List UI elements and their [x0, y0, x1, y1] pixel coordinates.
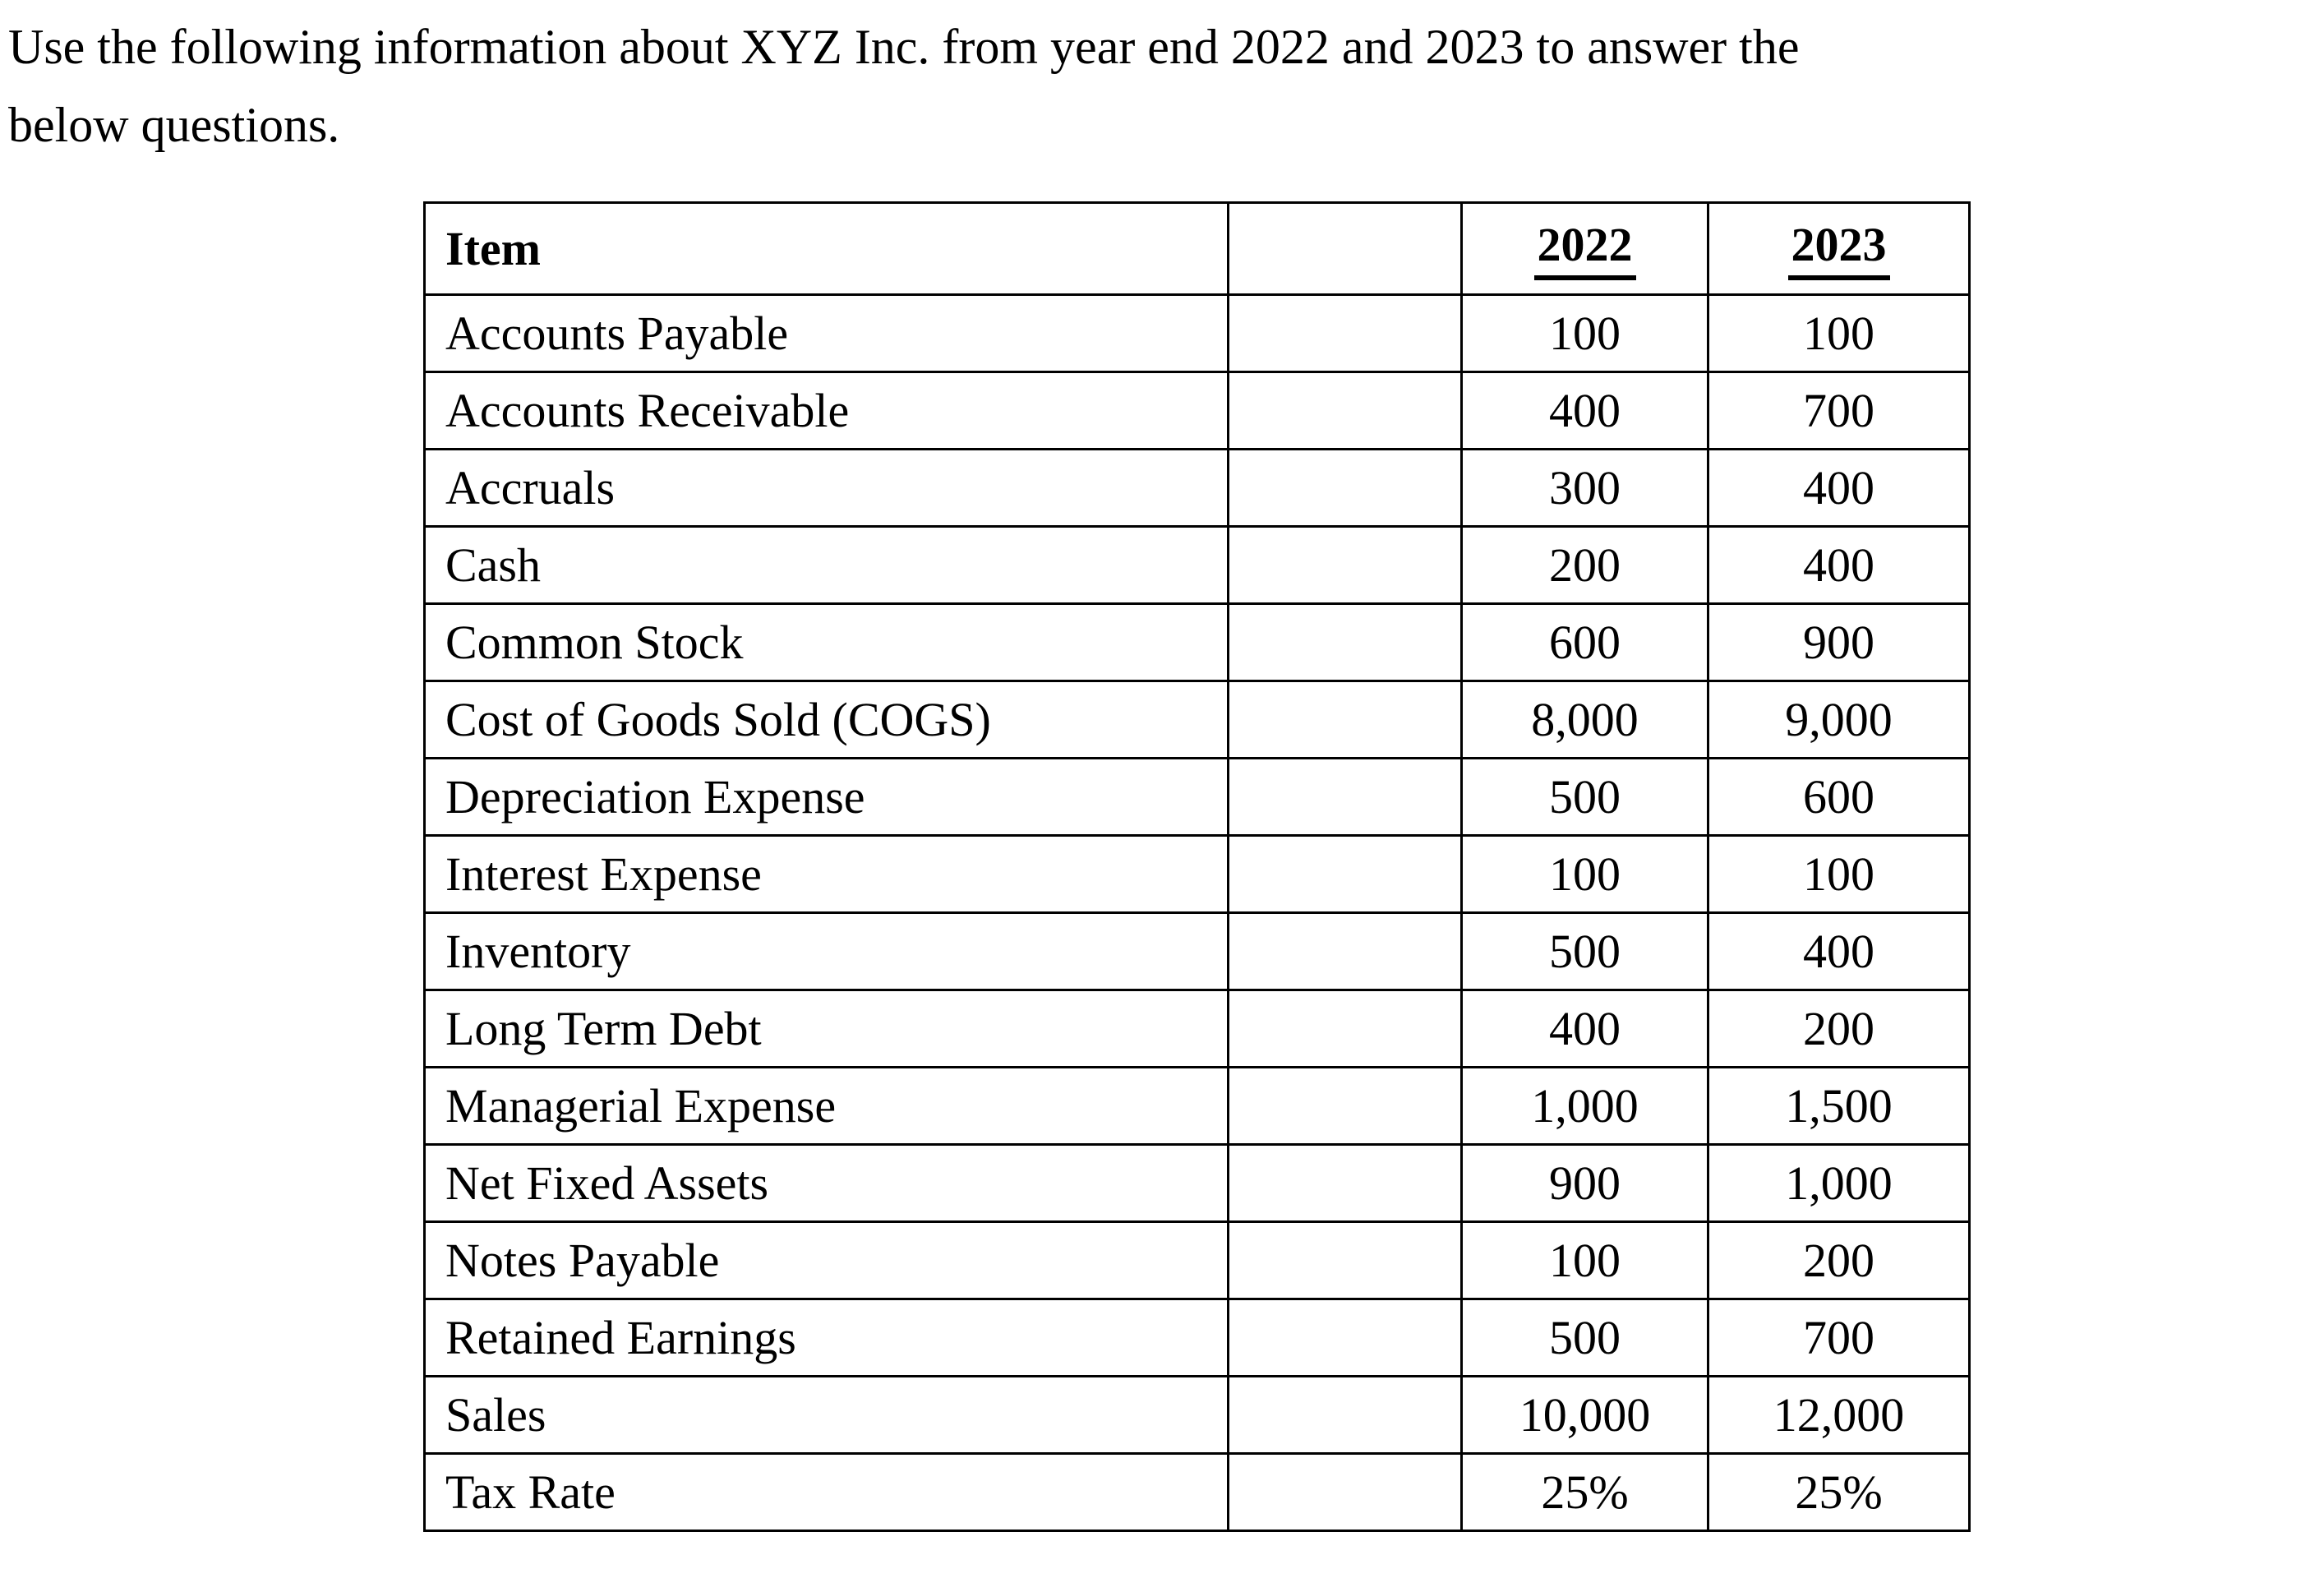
value-2022-cell: 400 [1460, 989, 1709, 1068]
blank-cell [1227, 989, 1463, 1068]
value-2022-cell: 500 [1460, 757, 1709, 837]
value-2023-cell: 400 [1707, 911, 1971, 991]
table-row: Common Stock 600 900 [423, 602, 1971, 682]
item-cell: Tax Rate [423, 1452, 1229, 1532]
item-cell: Retained Earnings [423, 1298, 1229, 1377]
value-2023-cell: 700 [1707, 1298, 1971, 1377]
table-row: Long Term Debt 400 200 [423, 989, 1971, 1068]
value-2022-cell: 8,000 [1460, 680, 1709, 759]
blank-cell [1227, 680, 1463, 759]
value-2023-cell: 1,500 [1707, 1066, 1971, 1146]
table-row: Managerial Expense 1,000 1,500 [423, 1066, 1971, 1146]
header-row: Item 2022 2023 [423, 201, 1971, 296]
value-2022-cell: 400 [1460, 371, 1709, 450]
table-row: Accounts Payable 100 100 [423, 293, 1971, 373]
value-2022-cell: 200 [1460, 525, 1709, 605]
value-2022-cell: 100 [1460, 834, 1709, 914]
value-2022-cell: 500 [1460, 911, 1709, 991]
item-cell: Accruals [423, 448, 1229, 528]
value-2023-cell: 400 [1707, 525, 1971, 605]
value-2023-cell: 100 [1707, 834, 1971, 914]
item-cell: Cost of Goods Sold (COGS) [423, 680, 1229, 759]
value-2023-cell: 200 [1707, 989, 1971, 1068]
blank-cell [1227, 1143, 1463, 1223]
item-cell: Accounts Receivable [423, 371, 1229, 450]
table-row: Inventory 500 400 [423, 911, 1971, 991]
value-2022-cell: 500 [1460, 1298, 1709, 1377]
value-2023-cell: 25% [1707, 1452, 1971, 1532]
item-cell: Accounts Payable [423, 293, 1229, 373]
table-row: Cost of Goods Sold (COGS) 8,000 9,000 [423, 680, 1971, 759]
table-row: Retained Earnings 500 700 [423, 1298, 1971, 1377]
table-row: Sales 10,000 12,000 [423, 1375, 1971, 1455]
intro-line-2: below questions. [8, 98, 340, 152]
table-row: Tax Rate 25% 25% [423, 1452, 1971, 1532]
value-2023-cell: 200 [1707, 1220, 1971, 1300]
value-2022-cell: 1,000 [1460, 1066, 1709, 1146]
item-cell: Managerial Expense [423, 1066, 1229, 1146]
value-2023-cell: 900 [1707, 602, 1971, 682]
value-2022-cell: 600 [1460, 602, 1709, 682]
table-row: Notes Payable 100 200 [423, 1220, 1971, 1300]
blank-cell [1227, 1375, 1463, 1455]
item-cell: Long Term Debt [423, 989, 1229, 1068]
item-cell: Notes Payable [423, 1220, 1229, 1300]
table-row: Net Fixed Assets 900 1,000 [423, 1143, 1971, 1223]
header-blank [1227, 201, 1463, 296]
header-item: Item [423, 201, 1229, 296]
header-year-2022: 2022 [1460, 201, 1709, 296]
blank-cell [1227, 1220, 1463, 1300]
blank-cell [1227, 525, 1463, 605]
blank-cell [1227, 371, 1463, 450]
table-row: Accruals 300 400 [423, 448, 1971, 528]
value-2023-cell: 600 [1707, 757, 1971, 837]
item-cell: Common Stock [423, 602, 1229, 682]
blank-cell [1227, 602, 1463, 682]
blank-cell [1227, 834, 1463, 914]
value-2022-cell: 10,000 [1460, 1375, 1709, 1455]
item-cell: Depreciation Expense [423, 757, 1229, 837]
item-cell: Sales [423, 1375, 1229, 1455]
year-2023-label: 2023 [1787, 217, 1890, 280]
value-2023-cell: 1,000 [1707, 1143, 1971, 1223]
item-cell: Interest Expense [423, 834, 1229, 914]
value-2022-cell: 100 [1460, 1220, 1709, 1300]
table-row: Cash 200 400 [423, 525, 1971, 605]
financials-table: Item 2022 2023 Accounts Payable 100 100 … [423, 201, 1971, 1532]
value-2022-cell: 900 [1460, 1143, 1709, 1223]
blank-cell [1227, 757, 1463, 837]
table-row: Interest Expense 100 100 [423, 834, 1971, 914]
blank-cell [1227, 1452, 1463, 1532]
value-2023-cell: 400 [1707, 448, 1971, 528]
blank-cell [1227, 448, 1463, 528]
blank-cell [1227, 1298, 1463, 1377]
blank-cell [1227, 911, 1463, 991]
item-cell: Inventory [423, 911, 1229, 991]
intro-line-1: Use the following information about XYZ … [8, 20, 1800, 74]
header-year-2023: 2023 [1707, 201, 1971, 296]
item-cell: Cash [423, 525, 1229, 605]
table-row: Accounts Receivable 400 700 [423, 371, 1971, 450]
item-cell: Net Fixed Assets [423, 1143, 1229, 1223]
value-2023-cell: 700 [1707, 371, 1971, 450]
value-2023-cell: 12,000 [1707, 1375, 1971, 1455]
value-2022-cell: 300 [1460, 448, 1709, 528]
blank-cell [1227, 1066, 1463, 1146]
intro-text: Use the following information about XYZ … [8, 8, 1799, 164]
value-2022-cell: 100 [1460, 293, 1709, 373]
table-row: Depreciation Expense 500 600 [423, 757, 1971, 837]
value-2023-cell: 9,000 [1707, 680, 1971, 759]
value-2022-cell: 25% [1460, 1452, 1709, 1532]
value-2023-cell: 100 [1707, 293, 1971, 373]
year-2022-label: 2022 [1533, 217, 1636, 280]
blank-cell [1227, 293, 1463, 373]
